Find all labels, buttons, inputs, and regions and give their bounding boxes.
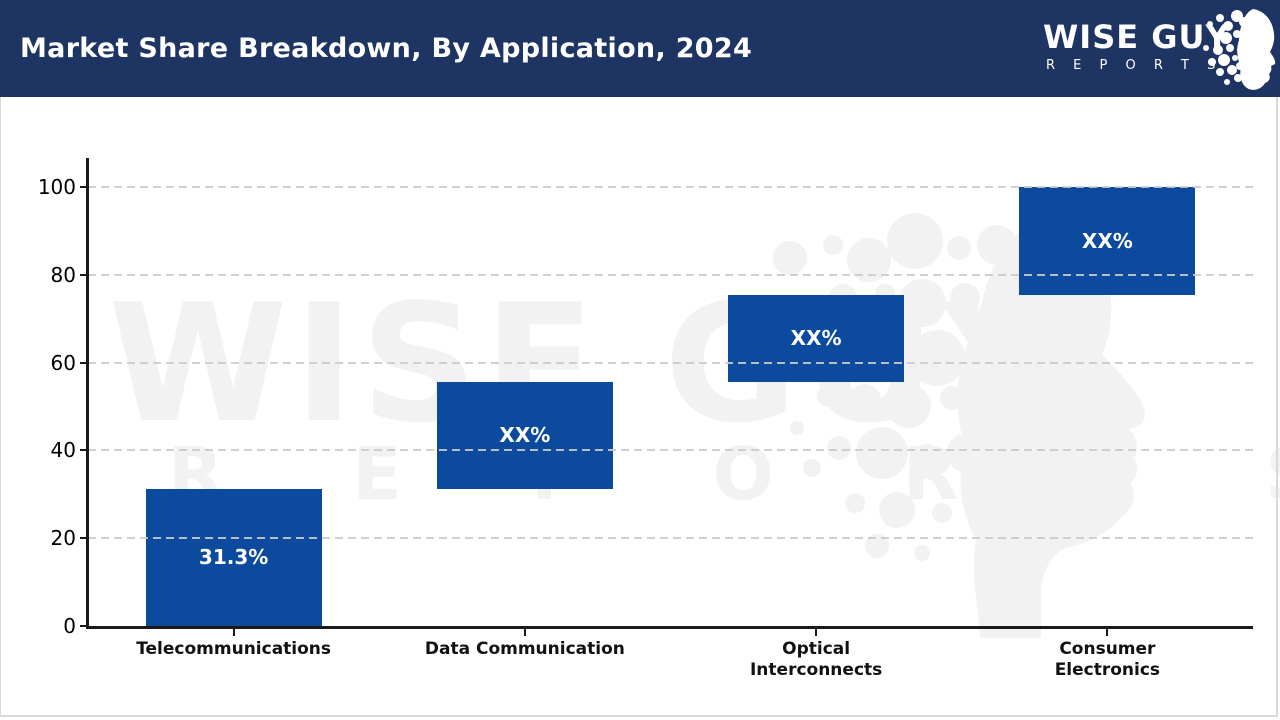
x-axis-line: [86, 626, 1253, 629]
brand-name: WISE GUY: [1043, 18, 1230, 56]
watermark-head-silhouette: [957, 227, 1146, 638]
bar-value-label-consumer-electronics: XX%: [1081, 228, 1133, 253]
y-tickmark-80: [80, 273, 88, 276]
y-tick-label-60: 60: [50, 350, 76, 375]
y-tick-label-0: 0: [63, 614, 76, 638]
bar-telecommunications: [145, 488, 322, 626]
category-label-optical-interconnects: Interconnects: [749, 660, 883, 680]
x-tickmark-optical-interconnects: [815, 628, 818, 636]
bar-consumer-electronics: [1019, 187, 1196, 295]
brand-face-logo-icon: [1203, 9, 1276, 90]
bar-data-communication: [436, 382, 613, 489]
page-border-left: [0, 97, 1, 717]
x-tickmark-telecommunications: [232, 628, 235, 636]
y-tickmark-20: [80, 537, 88, 540]
category-label-consumer-electronics: Electronics: [1054, 660, 1161, 680]
gridline-40: [88, 449, 1253, 452]
gridline-80: [88, 273, 1253, 276]
y-tick-label-40: 40: [50, 438, 76, 463]
page-title: Market Share Breakdown, By Application, …: [20, 33, 753, 64]
y-tickmark-60: [80, 361, 88, 364]
category-label-optical-interconnects: Optical: [782, 639, 851, 659]
y-tickmark-100: [80, 186, 88, 188]
brand-logo-text: WISE GUY R E P O R T S: [1043, 21, 1230, 72]
gridline-20: [88, 537, 1253, 540]
bar-value-label-telecommunications: 31.3%: [198, 545, 269, 570]
gridline-60: [88, 361, 1253, 364]
x-tickmark-data-communication: [523, 628, 526, 636]
page-border-bottom: [0, 715, 1278, 717]
x-tickmark-consumer-electronics: [1106, 628, 1109, 636]
category-label-consumer-electronics: Consumer: [1059, 639, 1156, 659]
y-tickmark-40: [80, 449, 88, 452]
y-axis-line: [86, 158, 89, 628]
y-tick-label-20: 20: [50, 526, 76, 551]
category-label-telecommunications: Telecommunications: [136, 639, 332, 659]
page-border-right: [1276, 97, 1278, 717]
category-label-data-communication: Data Communication: [424, 639, 625, 659]
brand-subtitle: R E P O R T S: [1046, 58, 1223, 73]
gridline-100: [88, 186, 1253, 188]
header-bar: Market Share Breakdown, By Application, …: [0, 0, 1280, 97]
bar-optical-interconnects: [728, 294, 905, 383]
bar-value-label-optical-interconnects: XX%: [790, 326, 842, 351]
bar-value-label-data-communication: XX%: [499, 423, 551, 448]
y-tick-label-80: 80: [50, 262, 76, 287]
y-tick-label-100: 100: [37, 175, 76, 199]
watermark-face-profile-dots: [773, 213, 1146, 638]
y-tickmark-0: [80, 625, 88, 627]
